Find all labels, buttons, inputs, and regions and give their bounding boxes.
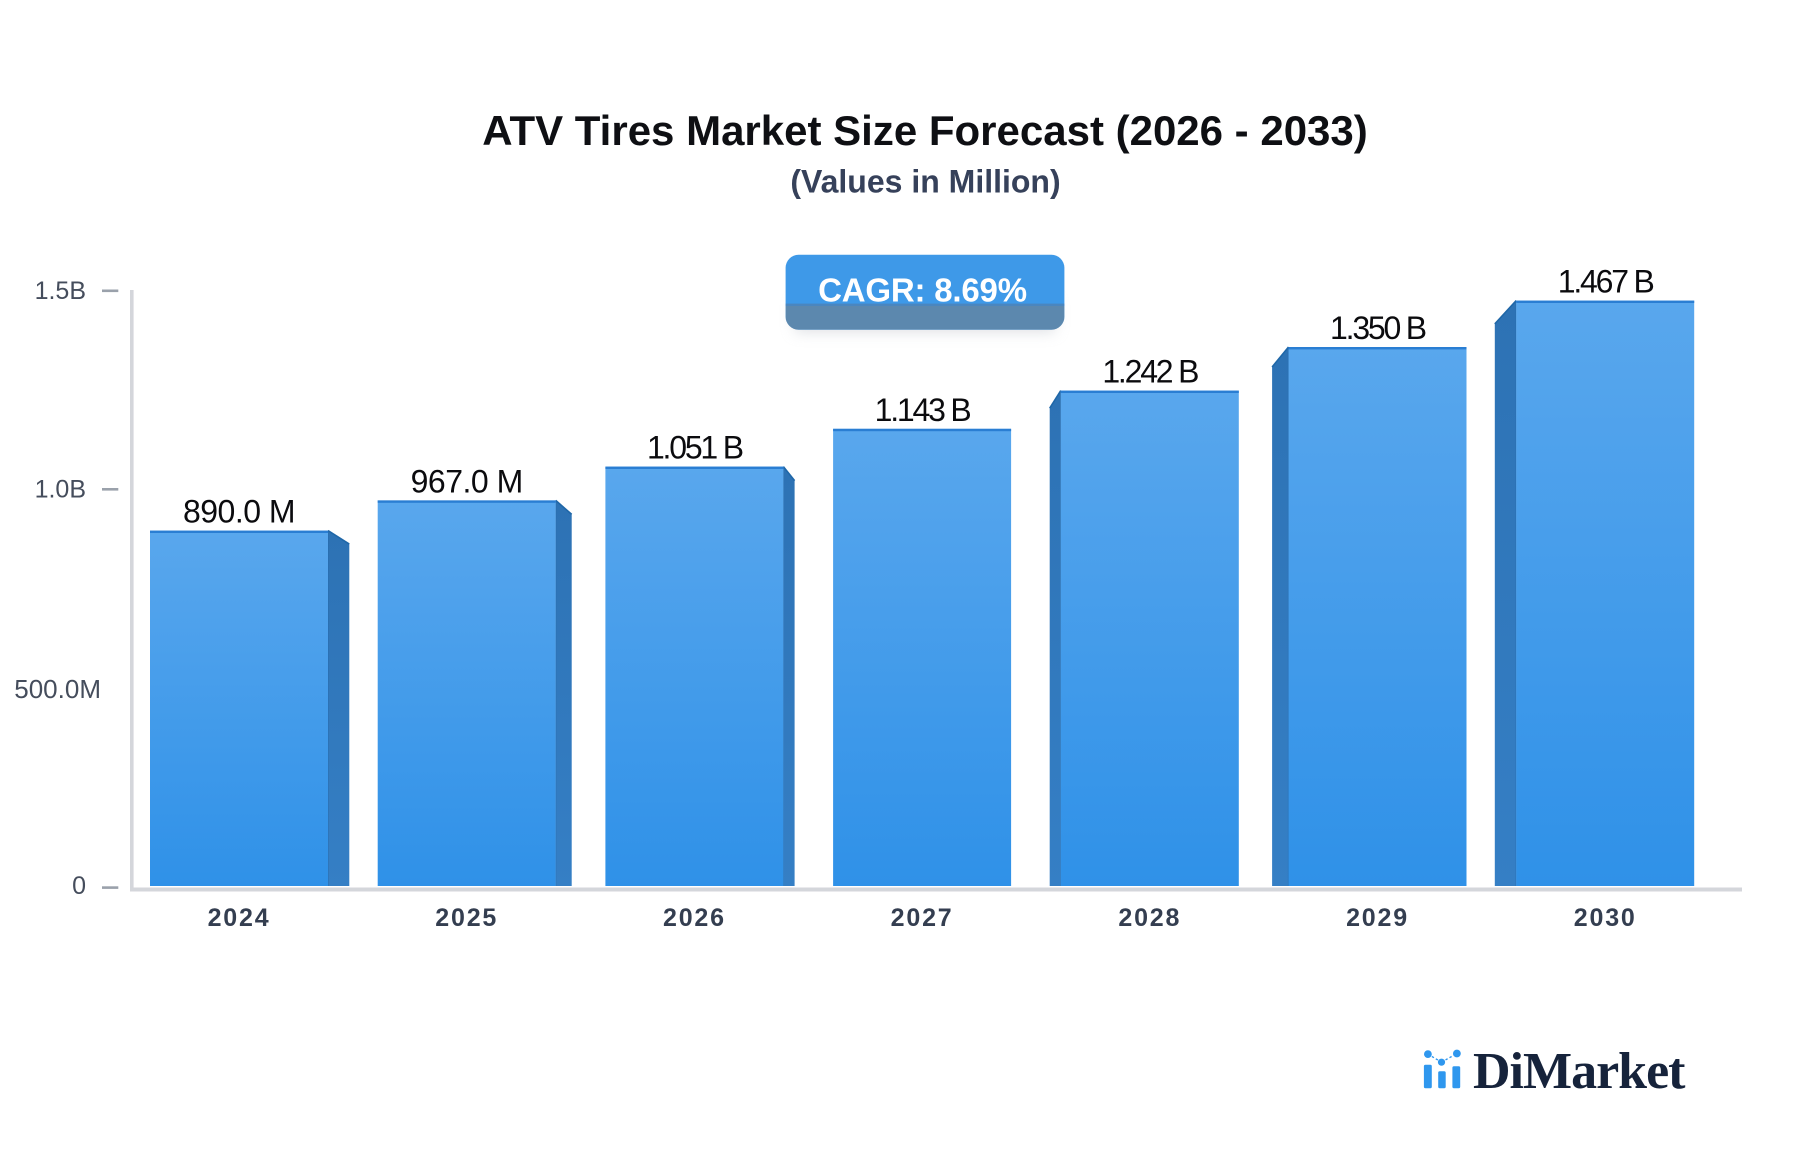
svg-text:1.350 B: 1.350 B — [1330, 310, 1426, 346]
svg-text:1.5B: 1.5B — [35, 277, 86, 305]
svg-text:2025: 2025 — [435, 904, 498, 932]
svg-text:2024: 2024 — [208, 904, 271, 932]
svg-text:(Values in Million): (Values in Million) — [790, 164, 1060, 200]
svg-text:2027: 2027 — [891, 904, 954, 932]
svg-text:1.0B: 1.0B — [35, 476, 86, 504]
svg-text:DiMarket: DiMarket — [1473, 1043, 1686, 1100]
svg-text:2030: 2030 — [1574, 904, 1637, 932]
svg-text:890.0 M: 890.0 M — [183, 494, 295, 530]
svg-text:CAGR: 8.69%: CAGR: 8.69% — [818, 272, 1027, 309]
svg-text:2028: 2028 — [1118, 904, 1181, 932]
svg-text:2026: 2026 — [663, 904, 726, 932]
svg-text:1.242 B: 1.242 B — [1102, 354, 1198, 390]
svg-text:1.143 B: 1.143 B — [875, 392, 971, 428]
svg-text:1.051 B: 1.051 B — [647, 430, 743, 466]
svg-text:500.0M: 500.0M — [14, 674, 101, 704]
svg-text:2029: 2029 — [1346, 904, 1409, 932]
svg-text:967.0 M: 967.0 M — [411, 463, 523, 499]
svg-text:0: 0 — [72, 872, 86, 900]
svg-text:1.467 B: 1.467 B — [1558, 264, 1654, 300]
svg-text:ATV Tires Market Size Forecast: ATV Tires Market Size Forecast (2026 - 2… — [482, 107, 1368, 154]
